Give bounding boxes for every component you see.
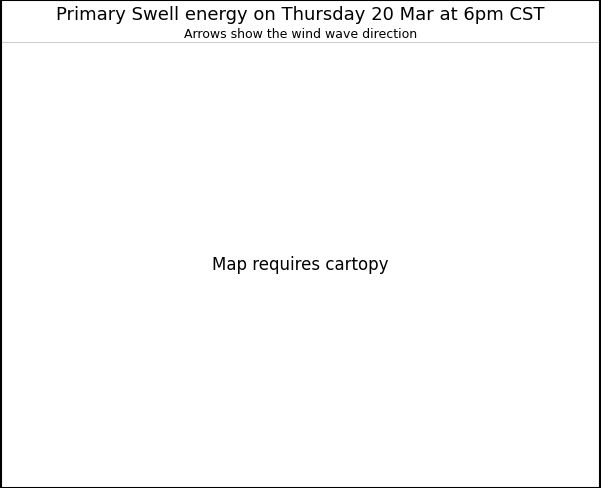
Text: Arrows show the wind wave direction: Arrows show the wind wave direction <box>184 28 417 41</box>
Text: Map requires cartopy: Map requires cartopy <box>212 257 389 274</box>
Text: Primary Swell energy on Thursday 20 Mar at 6pm CST: Primary Swell energy on Thursday 20 Mar … <box>56 6 545 24</box>
